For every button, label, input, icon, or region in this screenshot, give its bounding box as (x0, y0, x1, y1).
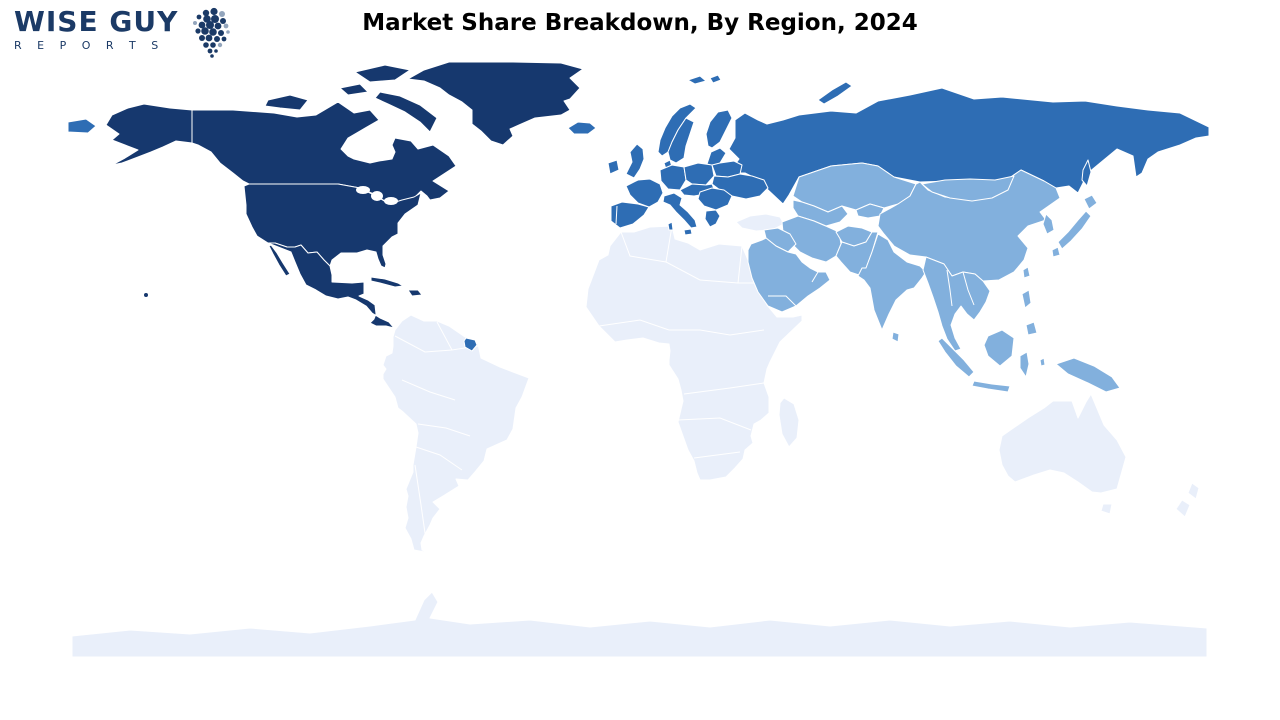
country-uzbekistan-turkmenistan (792, 199, 849, 227)
country-italy (662, 192, 698, 229)
country-japan-honshu (1057, 210, 1092, 250)
lake-superior (356, 186, 370, 194)
border-portugal (615, 205, 618, 225)
island-baffin (374, 91, 438, 133)
territory-french-guiana (463, 337, 478, 352)
region-rest-of-world (71, 213, 1208, 658)
islands-hawaii (144, 293, 148, 297)
country-balkans (697, 187, 733, 211)
island-devon (339, 83, 369, 96)
country-south-america (382, 314, 530, 554)
logo-text: WISE GUY R E P O R T S (14, 5, 179, 53)
country-mongolia (921, 175, 1015, 202)
country-spain (610, 201, 650, 229)
region-north-america (105, 61, 584, 329)
island-hispaniola (407, 289, 423, 297)
country-russia (728, 87, 1210, 205)
border-colombia-peru (394, 335, 453, 353)
country-japan-hokkaido (1083, 194, 1098, 210)
border-sahel-west (598, 319, 670, 331)
country-sweden (667, 117, 695, 164)
island-taiwan (1022, 266, 1031, 279)
island-borneo (983, 329, 1015, 367)
island-ellesmere (354, 64, 411, 83)
region-russia (67, 74, 1210, 205)
wise-guy-reports-logo: WISE GUY R E P O R T S (14, 8, 234, 62)
island-svalbard-2 (709, 74, 722, 84)
island-sakhalin (1081, 159, 1092, 187)
country-france (625, 178, 664, 208)
country-australia (998, 393, 1127, 494)
border-bolivia-paraguay (417, 423, 471, 437)
logo-subtitle: R E P O R T S (14, 39, 165, 52)
border-chad-sudan (699, 279, 739, 284)
island-sicily (683, 228, 693, 236)
border-vietnam-laos (962, 271, 975, 306)
border-algeria-libya (665, 225, 701, 281)
state-alaska (105, 103, 193, 166)
island-sardinia (667, 221, 674, 231)
island-sumatra (937, 337, 975, 378)
border-angola-zambia (677, 417, 752, 431)
island-cuba (370, 276, 404, 288)
logo-wordmark: WISE GUY (14, 5, 179, 38)
border-nigeria-car (669, 329, 765, 336)
border-south-africa (693, 451, 741, 459)
chart-title: Market Share Breakdown, By Region, 2024 (362, 10, 918, 36)
lake-erie-ontario (384, 197, 398, 205)
country-tasmania (1100, 503, 1113, 515)
island-java (971, 380, 1011, 393)
country-poland (683, 162, 715, 186)
border-morocco-algeria (620, 231, 667, 263)
region-europe (463, 103, 769, 352)
dotted-head-icon (193, 7, 231, 58)
country-korea (1042, 213, 1055, 235)
country-new-zealand-north (1187, 482, 1200, 500)
island-novaya-zemlya (817, 81, 853, 105)
border-uae-oman (811, 271, 819, 283)
region-asia-pacific (747, 162, 1121, 393)
country-mexico-central-america (267, 242, 395, 329)
country-madagascar (778, 397, 800, 448)
country-germany (659, 164, 687, 191)
country-united-kingdom (625, 143, 645, 179)
region-arabian-peninsula (747, 237, 831, 313)
country-finland (705, 109, 733, 149)
country-india (857, 233, 927, 331)
country-ireland (607, 159, 620, 175)
russia-chukotka-wrap (67, 118, 97, 134)
border-argentina-north (415, 446, 463, 471)
island-luzon (1021, 289, 1032, 309)
border-saudi-yemen-oman (768, 295, 797, 307)
country-greenland (407, 61, 584, 146)
country-sri-lanka (891, 331, 900, 343)
island-svalbard-1 (687, 75, 707, 85)
country-greece (704, 209, 721, 228)
island-victoria (264, 94, 309, 111)
border-chile-argentina (414, 464, 427, 541)
island-new-guinea (1055, 357, 1121, 393)
peninsula-baja-california (268, 244, 291, 277)
region-indochina (922, 256, 991, 352)
island-sulawesi (1019, 351, 1030, 378)
country-iceland (567, 121, 597, 135)
country-new-zealand-south (1175, 499, 1191, 518)
border-thailand-myanmar (946, 269, 953, 307)
border-congo-tanzania (683, 382, 765, 395)
continent-antarctica (71, 591, 1208, 658)
island-mindanao (1025, 321, 1038, 336)
lake-michigan-huron (371, 191, 383, 201)
border-peru-brazil (401, 379, 456, 401)
island-moluccas (1039, 357, 1046, 367)
country-japan-kyushu (1051, 246, 1061, 258)
